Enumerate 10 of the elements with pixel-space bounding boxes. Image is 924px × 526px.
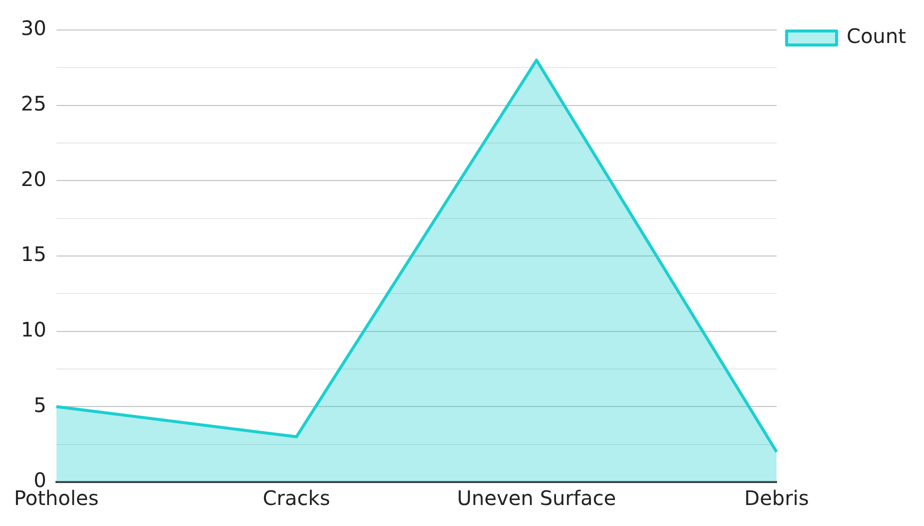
x-tick-label: Cracks: [262, 486, 330, 510]
y-tick-label: 30: [20, 16, 46, 40]
legend-label: Count: [846, 24, 906, 48]
y-tick-label: 20: [20, 166, 46, 191]
y-tick-label: 15: [20, 242, 46, 266]
y-tick-label: 5: [34, 392, 46, 417]
x-tick-label: Debris: [744, 486, 809, 510]
y-tick-label: 25: [20, 92, 46, 116]
x-tick-label: Uneven Surface: [457, 486, 616, 510]
y-tick-label: 10: [20, 318, 46, 342]
